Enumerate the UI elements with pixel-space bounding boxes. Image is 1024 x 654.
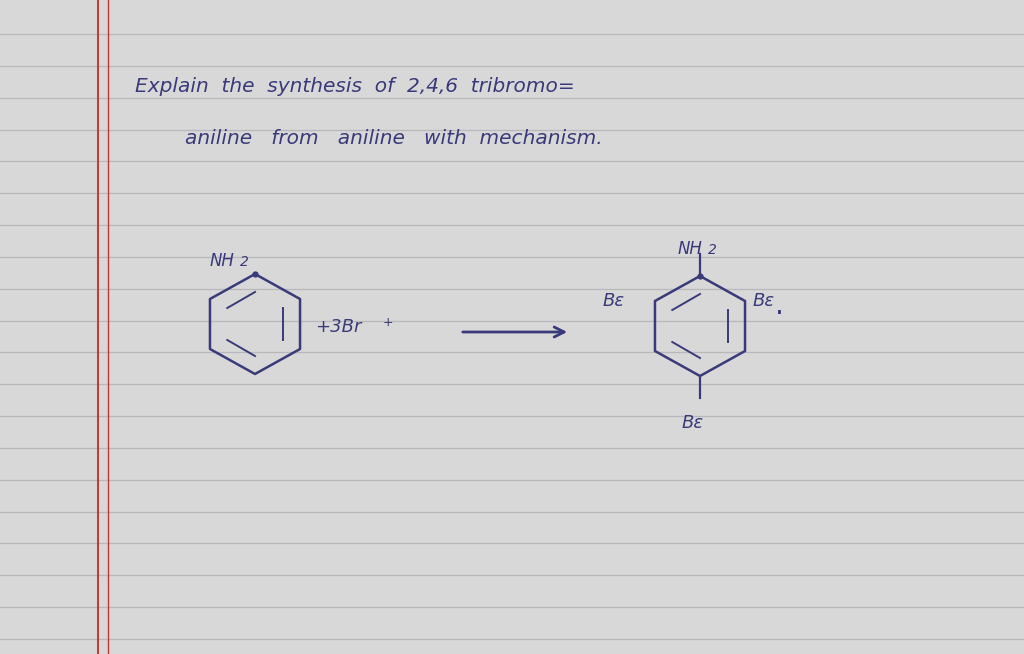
Text: +3Br: +3Br bbox=[315, 318, 361, 336]
Text: Bε: Bε bbox=[752, 292, 774, 310]
Text: Explain  the  synthesis  of  2,4,6  tribromo=: Explain the synthesis of 2,4,6 tribromo= bbox=[135, 77, 574, 96]
Text: NH: NH bbox=[210, 252, 234, 270]
Text: 2: 2 bbox=[708, 243, 717, 257]
Text: NH: NH bbox=[678, 240, 702, 258]
Text: Bε: Bε bbox=[682, 414, 705, 432]
Text: Bε: Bε bbox=[603, 292, 625, 310]
Text: .: . bbox=[775, 292, 784, 320]
Text: 2: 2 bbox=[240, 255, 249, 269]
Text: +: + bbox=[383, 316, 393, 329]
Text: aniline   from   aniline   with  mechanism.: aniline from aniline with mechanism. bbox=[185, 129, 603, 148]
